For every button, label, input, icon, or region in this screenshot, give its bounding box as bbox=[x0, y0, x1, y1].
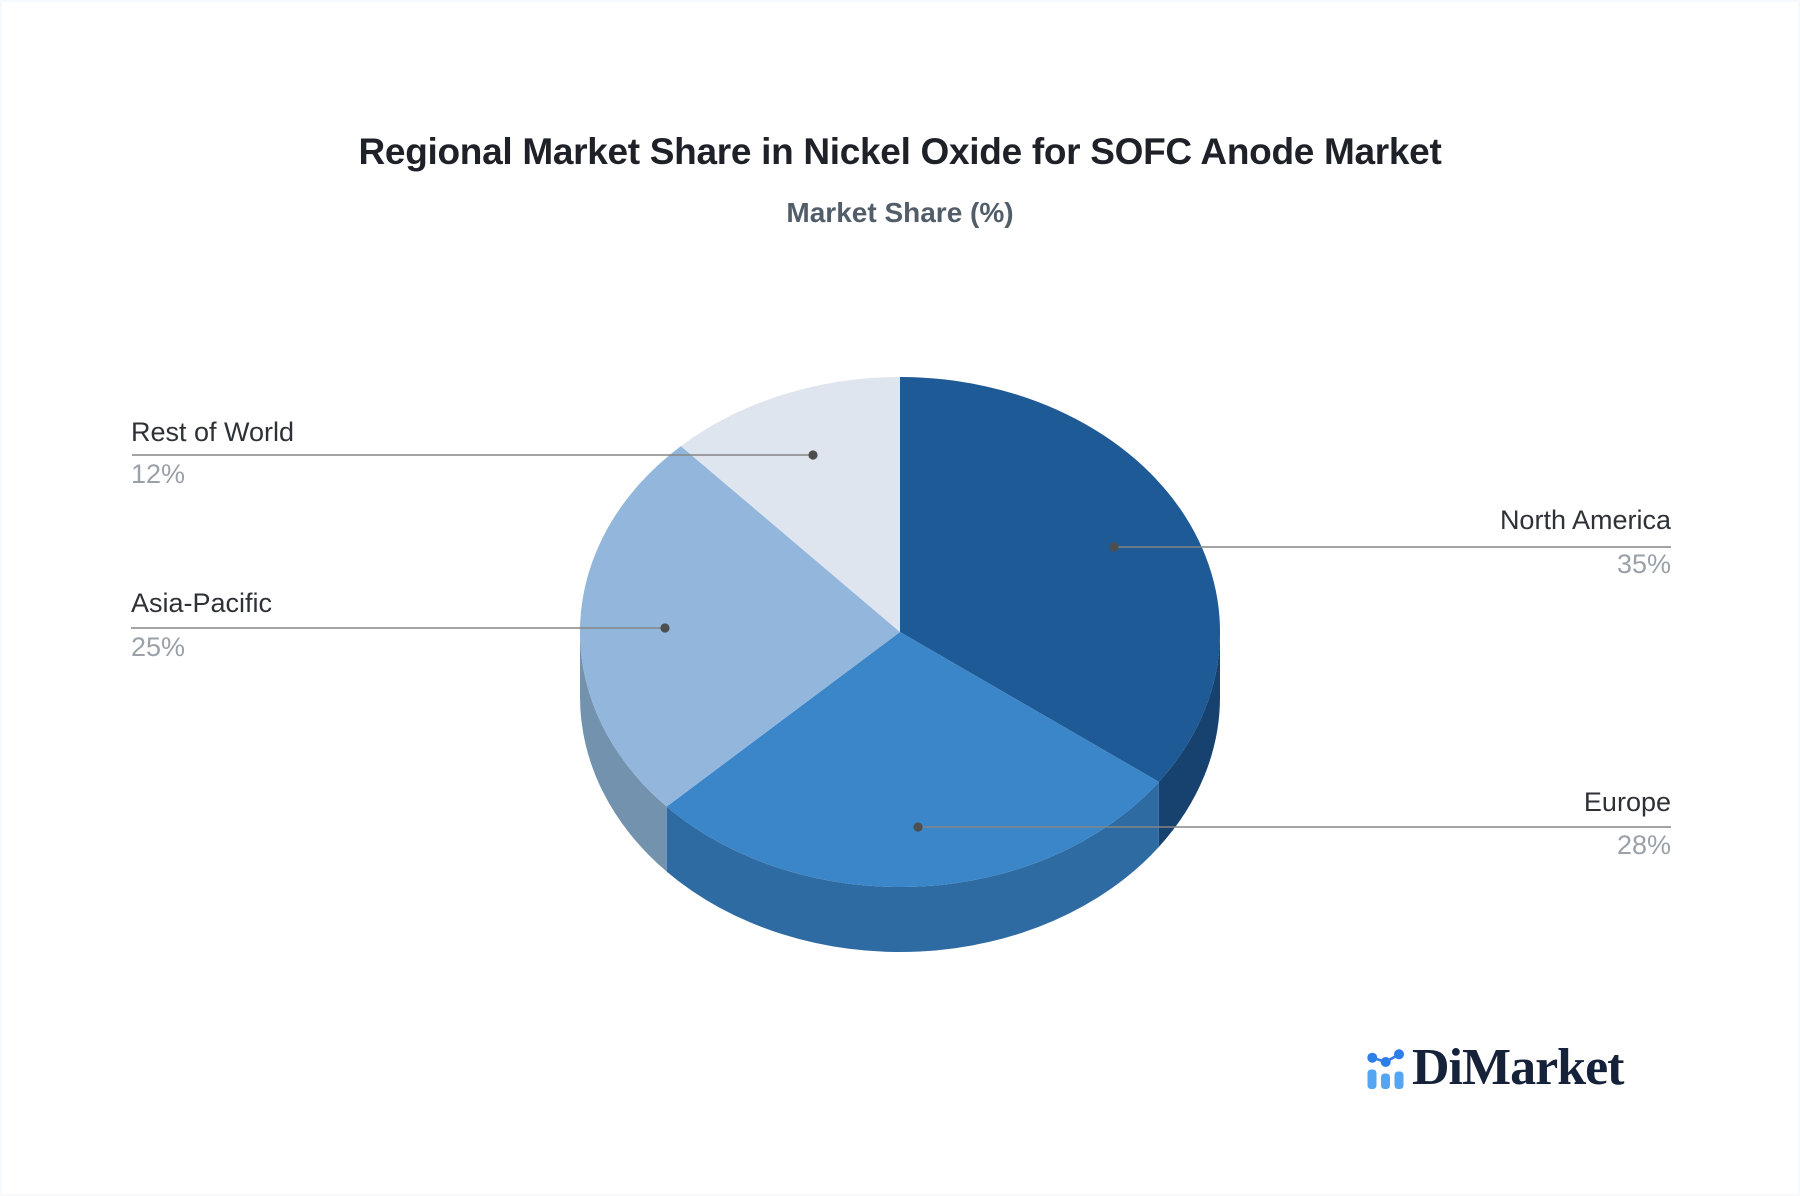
logo-bar bbox=[1381, 1073, 1390, 1089]
callout-value-asia-pacific: 25% bbox=[131, 632, 186, 662]
callout-label-rest-of-world: Rest of World bbox=[131, 417, 295, 447]
callout-label-asia-pacific: Asia-Pacific bbox=[131, 588, 273, 618]
pie-slices bbox=[579, 377, 1221, 953]
pie-slice-side-europe bbox=[666, 781, 1159, 953]
logo-bar bbox=[1367, 1069, 1377, 1089]
pie-slice-side-north-america bbox=[1158, 632, 1220, 847]
leader-dot-rest-of-world bbox=[808, 450, 818, 460]
pie-slice-north-america[interactable] bbox=[900, 377, 1221, 782]
logo-dot bbox=[1380, 1057, 1391, 1067]
pie-slice-side-asia-pacific bbox=[580, 632, 667, 872]
logo-dot bbox=[1394, 1049, 1404, 1060]
chart-subtitle: Market Share (%) bbox=[786, 197, 1014, 228]
callout-label-north-america: North America bbox=[1499, 505, 1671, 535]
pie-slice-europe[interactable] bbox=[666, 632, 1159, 888]
dimarket-logo-icon bbox=[1367, 1049, 1404, 1089]
callout-value-north-america: 35% bbox=[1616, 549, 1671, 579]
logo-dot bbox=[1367, 1052, 1378, 1063]
logo-bar bbox=[1394, 1071, 1404, 1089]
leader-dot-asia-pacific bbox=[660, 623, 670, 633]
pie-slice-asia-pacific[interactable] bbox=[579, 446, 900, 807]
leader-dot-europe bbox=[913, 822, 923, 832]
callout-value-europe: 28% bbox=[1616, 830, 1671, 860]
chart-title: Regional Market Share in Nickel Oxide fo… bbox=[358, 131, 1442, 172]
dimarket-logo-text: DiMarket bbox=[1412, 1039, 1624, 1096]
leader-dot-north-america bbox=[1109, 542, 1119, 552]
leader-lines bbox=[131, 450, 1671, 832]
callout-label-europe: Europe bbox=[1583, 787, 1671, 817]
callout-value-rest-of-world: 12% bbox=[131, 459, 186, 489]
pie-slice-rest-of-world[interactable] bbox=[680, 377, 900, 632]
